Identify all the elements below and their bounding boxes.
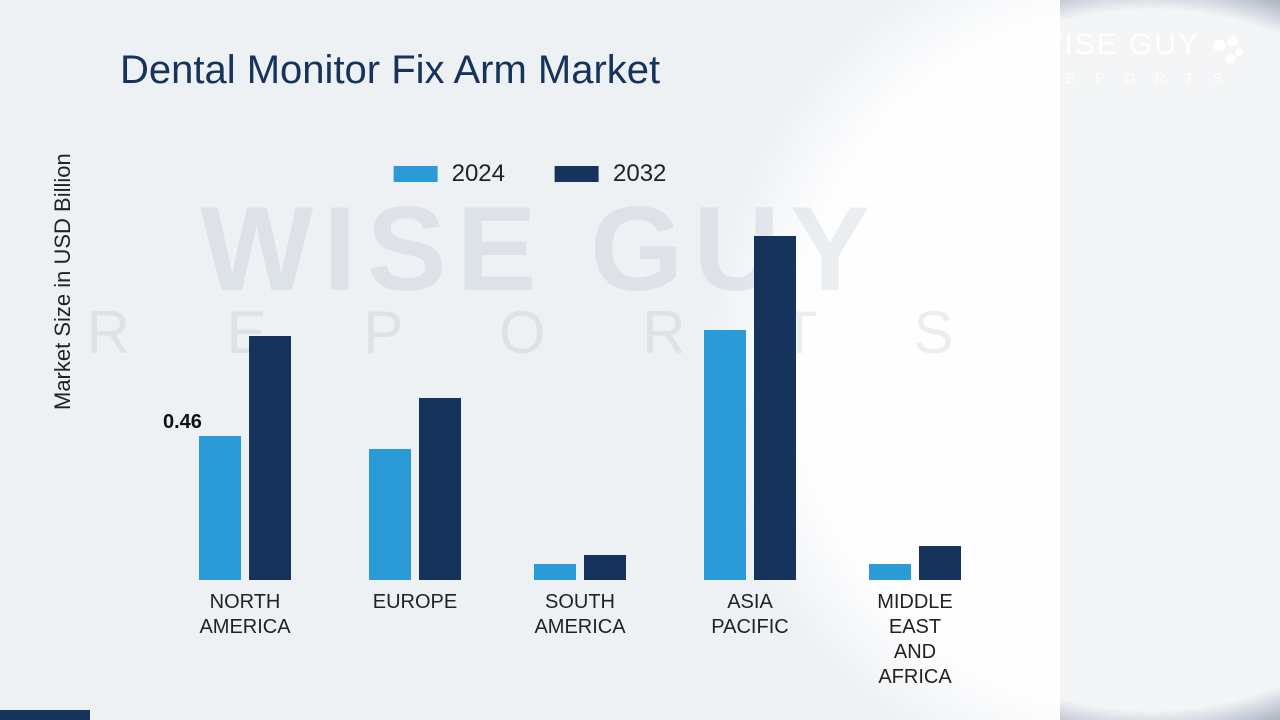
legend-item-2032: 2032 <box>555 160 666 188</box>
legend-label-2032: 2032 <box>613 160 666 188</box>
bottom-accent-bar <box>0 710 90 720</box>
legend-label-2024: 2024 <box>452 160 505 188</box>
bar-2032-4 <box>919 546 961 580</box>
y-axis-label: Market Size in USD Billion <box>50 153 76 410</box>
category-label-0: NORTHAMERICA <box>165 590 325 640</box>
logo-line2: R E P O R T S <box>1034 70 1250 86</box>
bar-2032-0 <box>249 336 291 580</box>
bar-2032-3 <box>754 236 796 580</box>
legend-swatch-2024 <box>394 166 438 182</box>
logo-line1: WISE GUY <box>1034 28 1200 62</box>
legend: 2024 2032 <box>394 160 667 188</box>
legend-swatch-2032 <box>555 166 599 182</box>
page-root: WISE GUY R E P O R T S Dental Monitor Fi… <box>0 0 1280 720</box>
chart-container: Market Size in USD Billion 2024 2032 0.4… <box>60 150 1000 710</box>
value-label: 0.46 <box>163 411 202 434</box>
logo-head-icon <box>1206 28 1250 72</box>
category-label-4: MIDDLEEASTANDAFRICA <box>835 590 995 690</box>
bar-2024-3 <box>704 330 746 580</box>
category-labels: NORTHAMERICA EUROPESOUTHAMERICAASIAPACIFI… <box>140 590 960 710</box>
bar-2024-0 <box>199 436 241 580</box>
wiseguy-logo: WISE GUY R E P O R T S <box>1034 28 1250 86</box>
category-label-1: EUROPE <box>335 590 495 615</box>
bar-2024-1 <box>369 449 411 580</box>
category-label-2: SOUTHAMERICA <box>500 590 660 640</box>
page-title: Dental Monitor Fix Arm Market <box>120 48 660 93</box>
category-label-3: ASIAPACIFIC <box>670 590 830 640</box>
bar-2032-2 <box>584 555 626 580</box>
bar-2024-2 <box>534 564 576 580</box>
bar-2032-1 <box>419 398 461 580</box>
bar-2024-4 <box>869 564 911 580</box>
plot-area: 0.46 <box>140 220 960 580</box>
legend-item-2024: 2024 <box>394 160 505 188</box>
